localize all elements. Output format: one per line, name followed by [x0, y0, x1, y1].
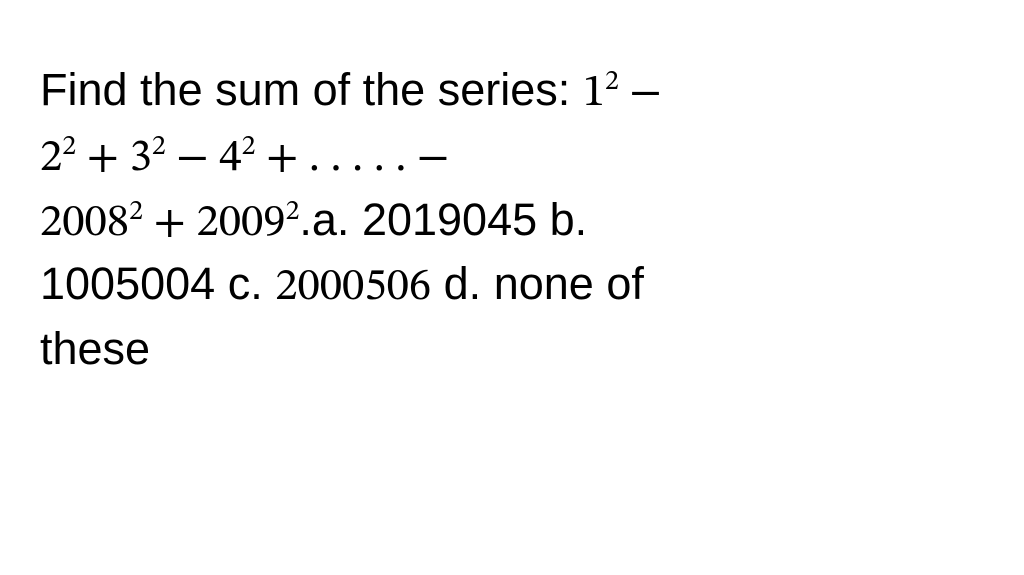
option-d-part2: these — [40, 323, 150, 374]
period: . — [299, 194, 312, 245]
line-3: 20082 + 20092.a. 2019045 b. — [40, 190, 984, 255]
line-1: Find the sum of the series: 12 − — [40, 60, 984, 125]
option-b-value: 1005004 — [40, 258, 215, 309]
option-b-label: b. — [537, 194, 587, 245]
line-4: 1005004 c. 2000506 d. none of — [40, 254, 984, 319]
option-a-value: 2019045 — [362, 194, 537, 245]
line-5: these — [40, 319, 984, 380]
line-2: 22 + 32 − 42 + . . . . . − — [40, 125, 984, 190]
prompt-text: Find the sum of the series: — [40, 64, 583, 115]
option-c-label: c. — [215, 258, 275, 309]
option-d-part1: none of — [494, 258, 644, 309]
option-d-label: d. — [431, 258, 494, 309]
math-seg-3: 20082 + 20092 — [40, 201, 299, 246]
question-block: Find the sum of the series: 12 − 22 + 32… — [0, 0, 1024, 420]
math-seg-1: 12 − — [583, 71, 662, 116]
math-seg-2: 22 + 32 − 42 + . . . . . − — [40, 136, 449, 181]
option-a-label: a. — [312, 194, 362, 245]
option-c-value: 2000506 — [275, 265, 431, 310]
